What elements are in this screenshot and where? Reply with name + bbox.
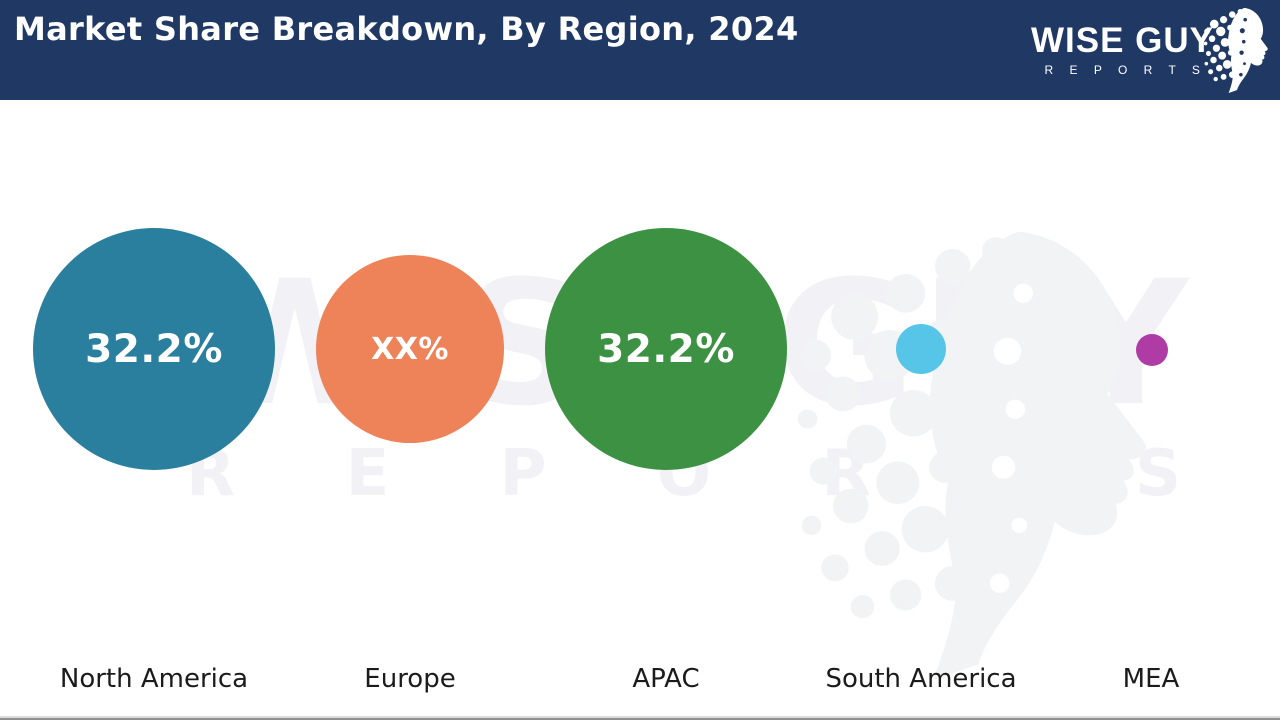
bubble-mea (1136, 334, 1168, 366)
bubble-apac: 32.2% (545, 228, 787, 470)
bubble-south-america (896, 324, 946, 374)
bubble-europe: XX% (316, 255, 504, 443)
axis-label-south-america: South America (825, 664, 1017, 694)
axis-label-north-america: North America (59, 664, 249, 694)
bottom-border (0, 716, 1280, 720)
logo: WISE GUY R E P O R T S (1031, 5, 1274, 93)
logo-head-icon (1203, 7, 1268, 93)
page-title: Market Share Breakdown, By Region, 2024 (14, 10, 799, 48)
bubble-value-north-america: 32.2% (85, 326, 223, 372)
bubble-north-america: 32.2% (33, 228, 275, 470)
chart-area: WISE GUY R E P O R T S 32.2% XX% 32.2% (0, 100, 1280, 720)
header-bar: Market Share Breakdown, By Region, 2024 … (0, 0, 1280, 100)
watermark-head-icon (797, 231, 1146, 680)
axis-label-mea: MEA (1122, 664, 1180, 694)
logo-wordmark-line2: R E P O R T S (1044, 62, 1207, 77)
bubble-value-europe: XX% (371, 331, 449, 367)
logo-wordmark: WISE GUY R E P O R T S (1031, 21, 1214, 76)
logo-wordmark-line1: WISE GUY (1030, 21, 1214, 61)
axis-label-apac: APAC (632, 664, 700, 694)
bubble-value-apac: 32.2% (597, 326, 735, 372)
axis-label-europe: Europe (364, 664, 456, 694)
